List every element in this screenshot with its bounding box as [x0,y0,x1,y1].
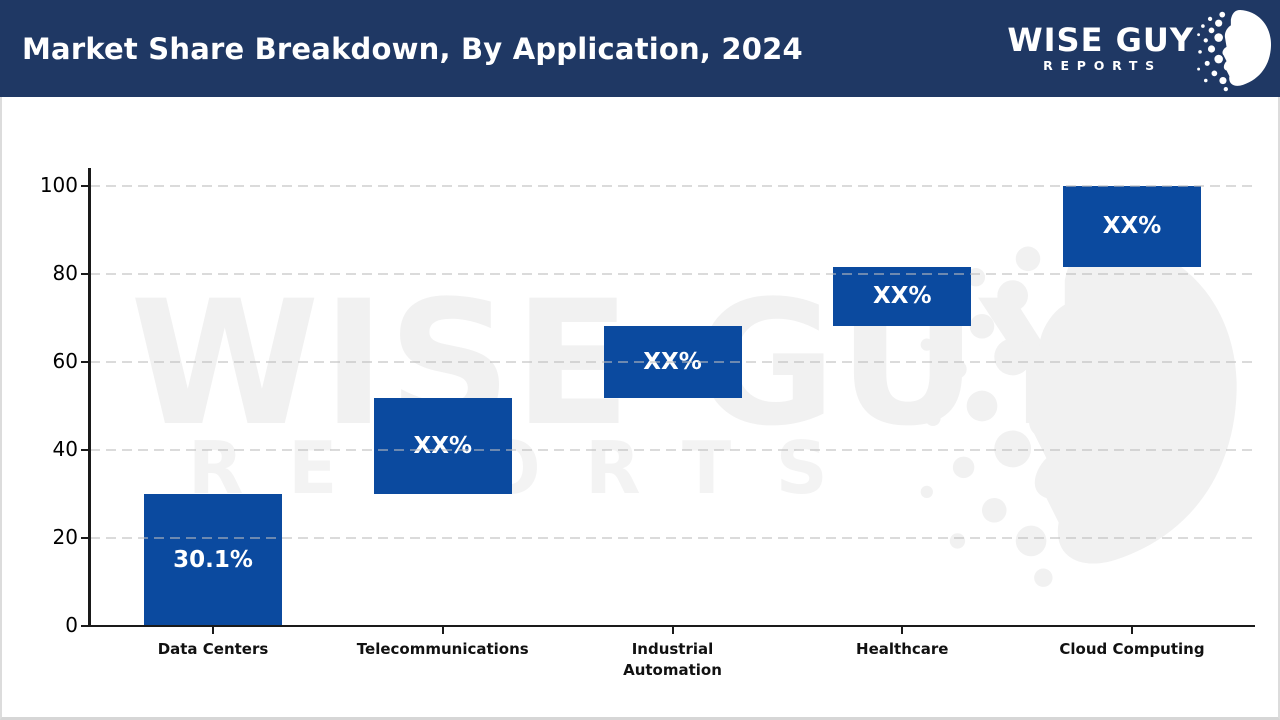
brand-name: WISE GUY [1007,21,1194,60]
x-axis-tick-0 [212,626,214,634]
y-axis-tick-80 [81,273,89,275]
x-axis-tick-4 [1131,626,1133,634]
gridline-y60 [90,361,1255,363]
gridline-y20 [90,537,1255,539]
x-axis-tick-2 [671,626,674,634]
x-category-label: Data Centers [157,640,269,658]
y-axis-line [88,168,91,627]
x-category-label: Healthcare [856,640,949,658]
brand-logo: WISE GUY REPORTS [1007,6,1280,92]
bar-data-centers: 30.1% [144,493,282,626]
y-axis-tick-label-60: 60 [52,349,78,373]
bar-value-label: XX% [1102,213,1162,240]
x-category-label: Telecommunications [356,640,529,658]
y-axis-tick-100 [81,185,89,187]
bar-value-label: XX% [413,432,472,459]
bar-value-label: 30.1% [173,546,253,573]
bar-value-label: XX% [872,283,932,310]
x-axis-tick-3 [901,626,904,634]
x-axis-line [88,624,1255,627]
x-axis-tick-1 [441,626,444,634]
y-axis-tick-60 [81,361,89,363]
gridline-y100 [90,185,1255,187]
y-axis-tick-0 [81,625,89,627]
brand-subtitle: REPORTS [1043,58,1162,74]
x-category-label: Industrial Automation [623,640,722,679]
gridline-y80 [90,273,1255,275]
y-axis-tick-label-0: 0 [65,613,78,637]
y-axis-tick-20 [81,537,89,539]
y-axis-tick-label-40: 40 [52,437,78,461]
y-axis-tick-label-80: 80 [52,261,78,285]
bar-cloud-computing: XX% [1063,186,1201,267]
brand-logo-text: WISE GUY REPORTS [1007,24,1194,73]
y-axis-tick-40 [81,449,89,451]
bar-telecommunications: XX% [373,397,512,494]
face-dots-icon [1197,9,1272,91]
y-axis-tick-label-100: 100 [39,173,78,197]
watermark-brand-subtitle: REPORTS [188,426,873,510]
gridline-y40 [90,449,1255,451]
page-title: Market Share Breakdown, By Application, … [22,31,803,66]
bar-healthcare: XX% [833,266,972,326]
y-axis-tick-label-20: 20 [52,525,78,549]
header-bar: Market Share Breakdown, By Application, … [0,0,1280,97]
x-category-label: Cloud Computing [1059,640,1205,658]
